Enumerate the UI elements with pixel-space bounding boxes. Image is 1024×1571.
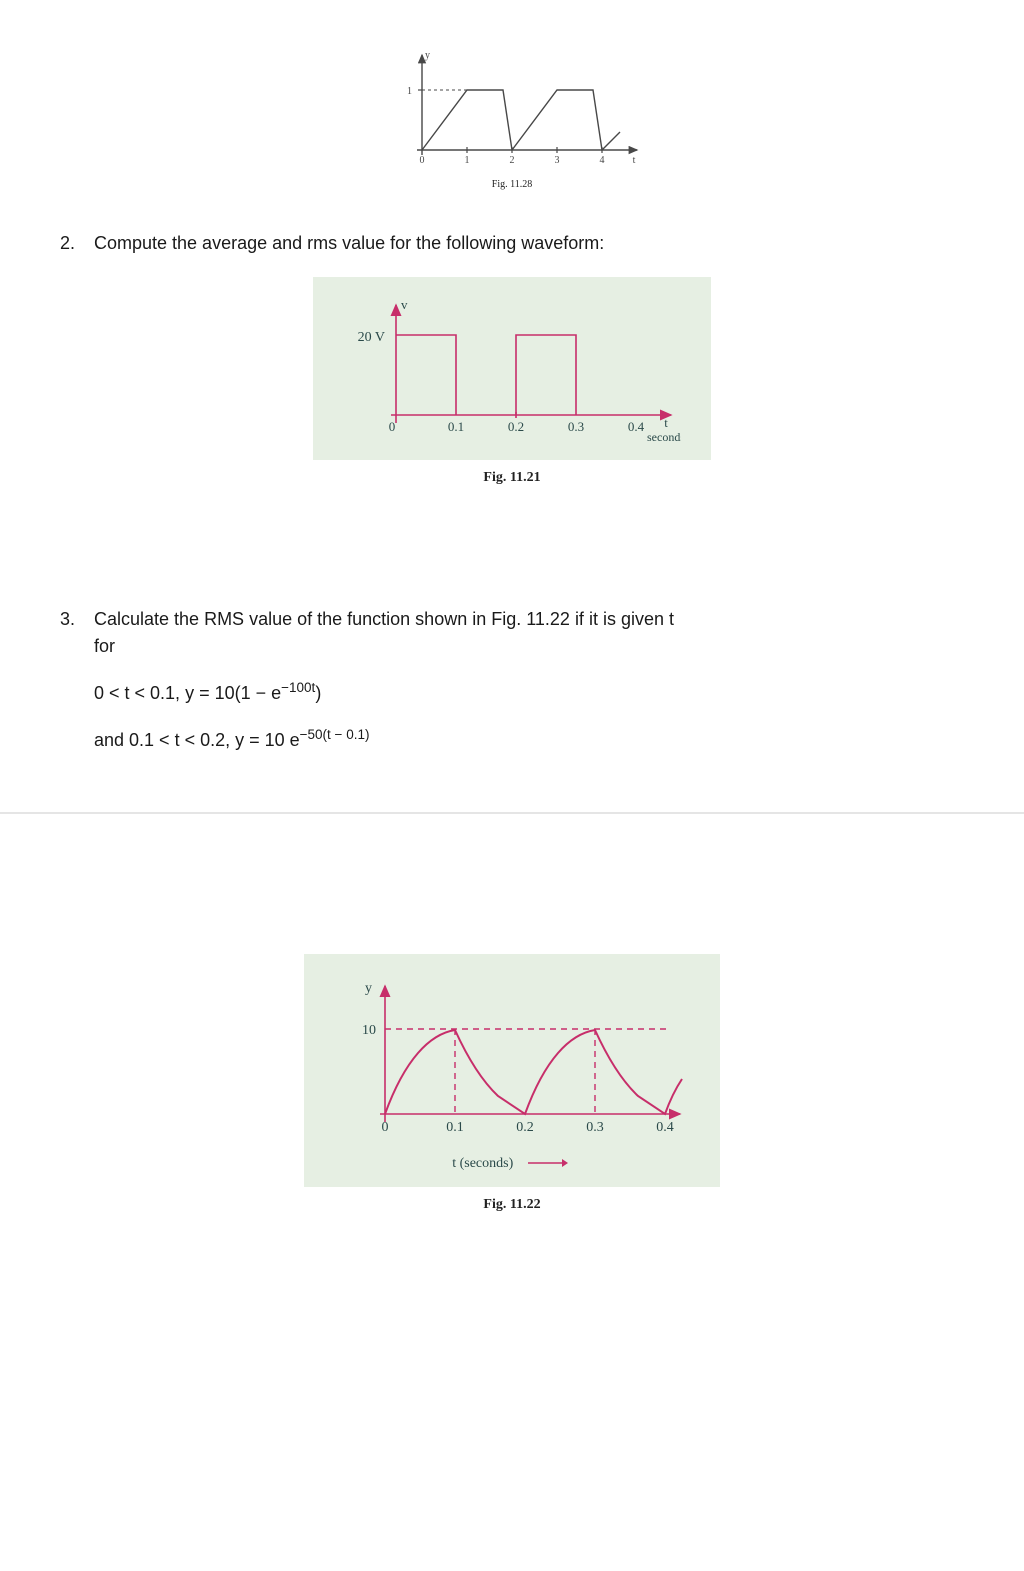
x-tick-1: 0.1 [446,1120,464,1135]
x-axis-label: t [633,155,636,166]
equation-2: and 0.1 < t < 0.2, y = 10 e−50(t − 0.1) [94,725,964,754]
problem-number: 2. [60,230,94,257]
problem-number: 3. [60,606,94,772]
square-wave-svg: v 20 V 0 0.1 0.2 0.3 0.4 t seconds [341,295,681,445]
x-tick-0: 0 [420,155,425,166]
x-tick-2: 2 [510,155,515,166]
eqn1-suffix: ) [315,683,321,703]
x-axis-label: t (seconds) [452,1156,513,1171]
waveform-path [385,1030,682,1114]
x-tick-0: 0 [389,419,396,434]
x-tick-1: 1 [465,155,470,166]
x-tick-4: 0.4 [656,1120,674,1135]
y-value-label: 10 [362,1023,376,1038]
x-tick-2: 0.2 [516,1120,534,1135]
section-divider [0,812,1024,814]
figure-caption: Fig. 11.21 [60,470,964,486]
figure-caption: Fig. 11.28 [60,179,964,190]
y-axis-label: y [365,981,372,996]
waveform-path [422,90,620,150]
problem-text: Calculate the RMS value of the function … [94,609,674,629]
x-tick-3: 3 [555,155,560,166]
exponential-wave-svg: y 10 0 0.1 0.2 0.3 0.4 [330,974,690,1144]
problem-2: 2. Compute the average and rms value for… [60,230,964,257]
x-unit-label: seconds [647,430,681,444]
eqn1-superscript: −100t [281,680,315,695]
y-axis-label: v [401,297,408,312]
x-tick-4: 4 [600,155,605,166]
problem-text: Compute the average and rms value for th… [94,230,964,257]
eqn1-prefix: 0 < t < 0.1, y = 10(1 − e [94,683,281,703]
x-tick-3: 0.3 [568,419,584,434]
figure-11-21: v 20 V 0 0.1 0.2 0.3 0.4 t seconds Fig. … [60,277,964,486]
y-value-label: 20 V [358,330,385,345]
x-tick-1: 0.1 [448,419,464,434]
x-tick-0: 0 [382,1120,389,1135]
waveform-trapezoid-svg: 1 y 0 1 2 3 4 t [382,50,642,170]
y-axis-label: y [425,50,430,61]
arrow-right-icon [528,1152,568,1173]
waveform-path [396,335,576,415]
x-tick-2: 0.2 [508,419,524,434]
figure-11-22: y 10 0 0.1 0.2 0.3 0.4 t (seconds) [60,954,964,1213]
for-label: for [94,636,115,656]
y-tick-label: 1 [407,86,412,97]
equation-1: 0 < t < 0.1, y = 10(1 − e−100t) [94,678,964,707]
x-tick-3: 0.3 [586,1120,604,1135]
x-axis-label: t [664,415,668,430]
figure-11-28: 1 y 0 1 2 3 4 t Fig. 11.28 [60,50,964,190]
figure-caption: Fig. 11.22 [60,1197,964,1213]
problem-3: 3. Calculate the RMS value of the functi… [60,606,964,772]
x-tick-4: 0.4 [628,419,645,434]
eqn2-superscript: −50(t − 0.1) [300,727,370,742]
eqn2-prefix: and 0.1 < t < 0.2, y = 10 e [94,730,300,750]
